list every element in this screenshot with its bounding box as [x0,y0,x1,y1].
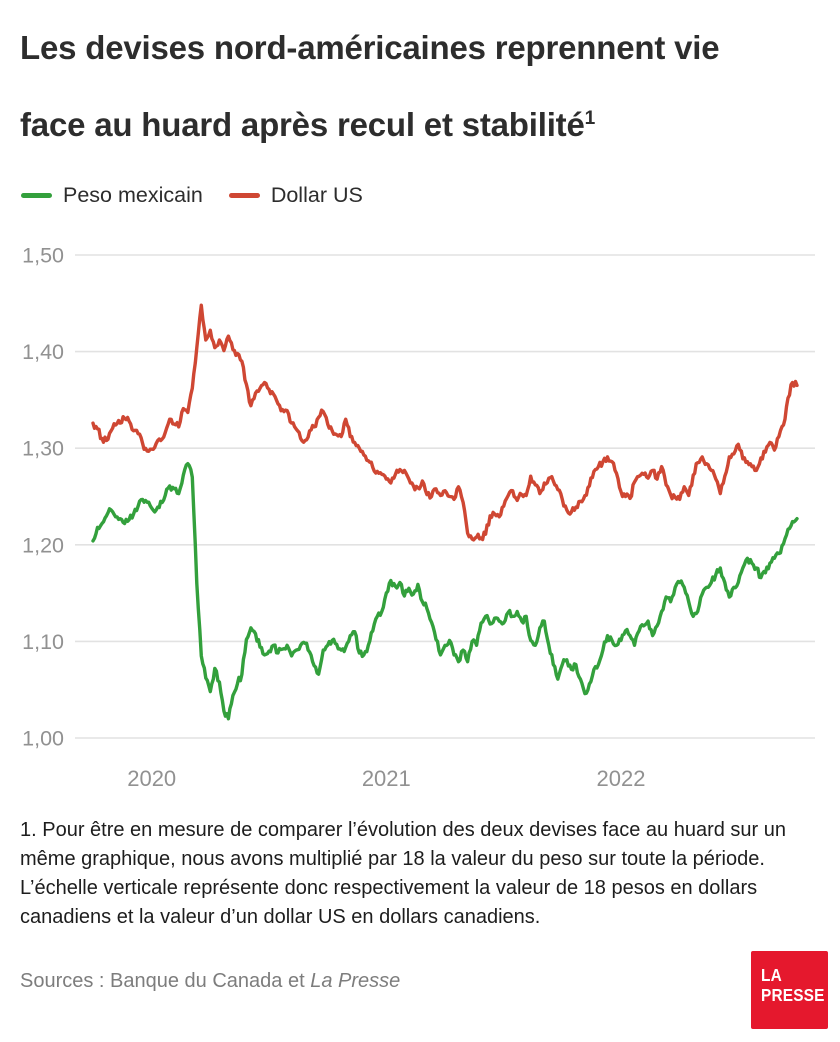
y-axis-label: 1,40 [22,340,64,364]
series-line-dollar-us [91,303,799,542]
legend-label-dollar-us: Dollar US [270,183,363,207]
sources-brand: La Presse [310,970,401,992]
y-axis-label: 1,20 [22,533,64,557]
chart-title-line1: Les devises nord-américaines reprennent … [20,29,720,66]
logo-line1: LA [761,965,782,985]
sources-text: Sources : Banque du Canada et [20,970,311,992]
series-line-peso-mexicain [91,461,799,721]
footnote: 1. Pour être en mesure de comparer l’évo… [20,819,786,928]
x-axis-label: 2020 [127,766,176,791]
x-axis-label: 2022 [597,766,646,791]
title-superscript: 1 [584,108,596,129]
chart-title: Les devises nord-américaines reprennent … [20,9,832,163]
legend: Peso mexicain Dollar US [21,183,363,208]
legend-label-peso: Peso mexicain [63,183,203,207]
sources-line: Sources : Banque du Canada et La Presse [20,970,400,993]
chart-title-line2: face au huard après recul et stabilité1 [20,106,596,143]
legend-item-peso: Peso mexicain [21,183,203,208]
legend-swatch-peso [21,193,52,198]
currency-line-chart: 1,50 1,40 1,30 1,20 1,10 1,00 2020 2021 2022 [22,244,815,791]
logo-text: LA PRESSE [761,965,825,1005]
x-axis-label: 2021 [362,766,411,791]
legend-item-dollar-us: Dollar US [228,183,363,208]
legend-swatch-dollar-us [228,193,260,198]
y-axis-label: 1,50 [22,244,64,268]
y-axis-label: 1,00 [22,727,64,751]
logo-line2: PRESSE [761,984,825,1005]
y-axis-label: 1,30 [22,437,64,461]
lapresse-logo: LA PRESSE [751,951,828,1029]
y-axis-label: 1,10 [22,630,64,654]
